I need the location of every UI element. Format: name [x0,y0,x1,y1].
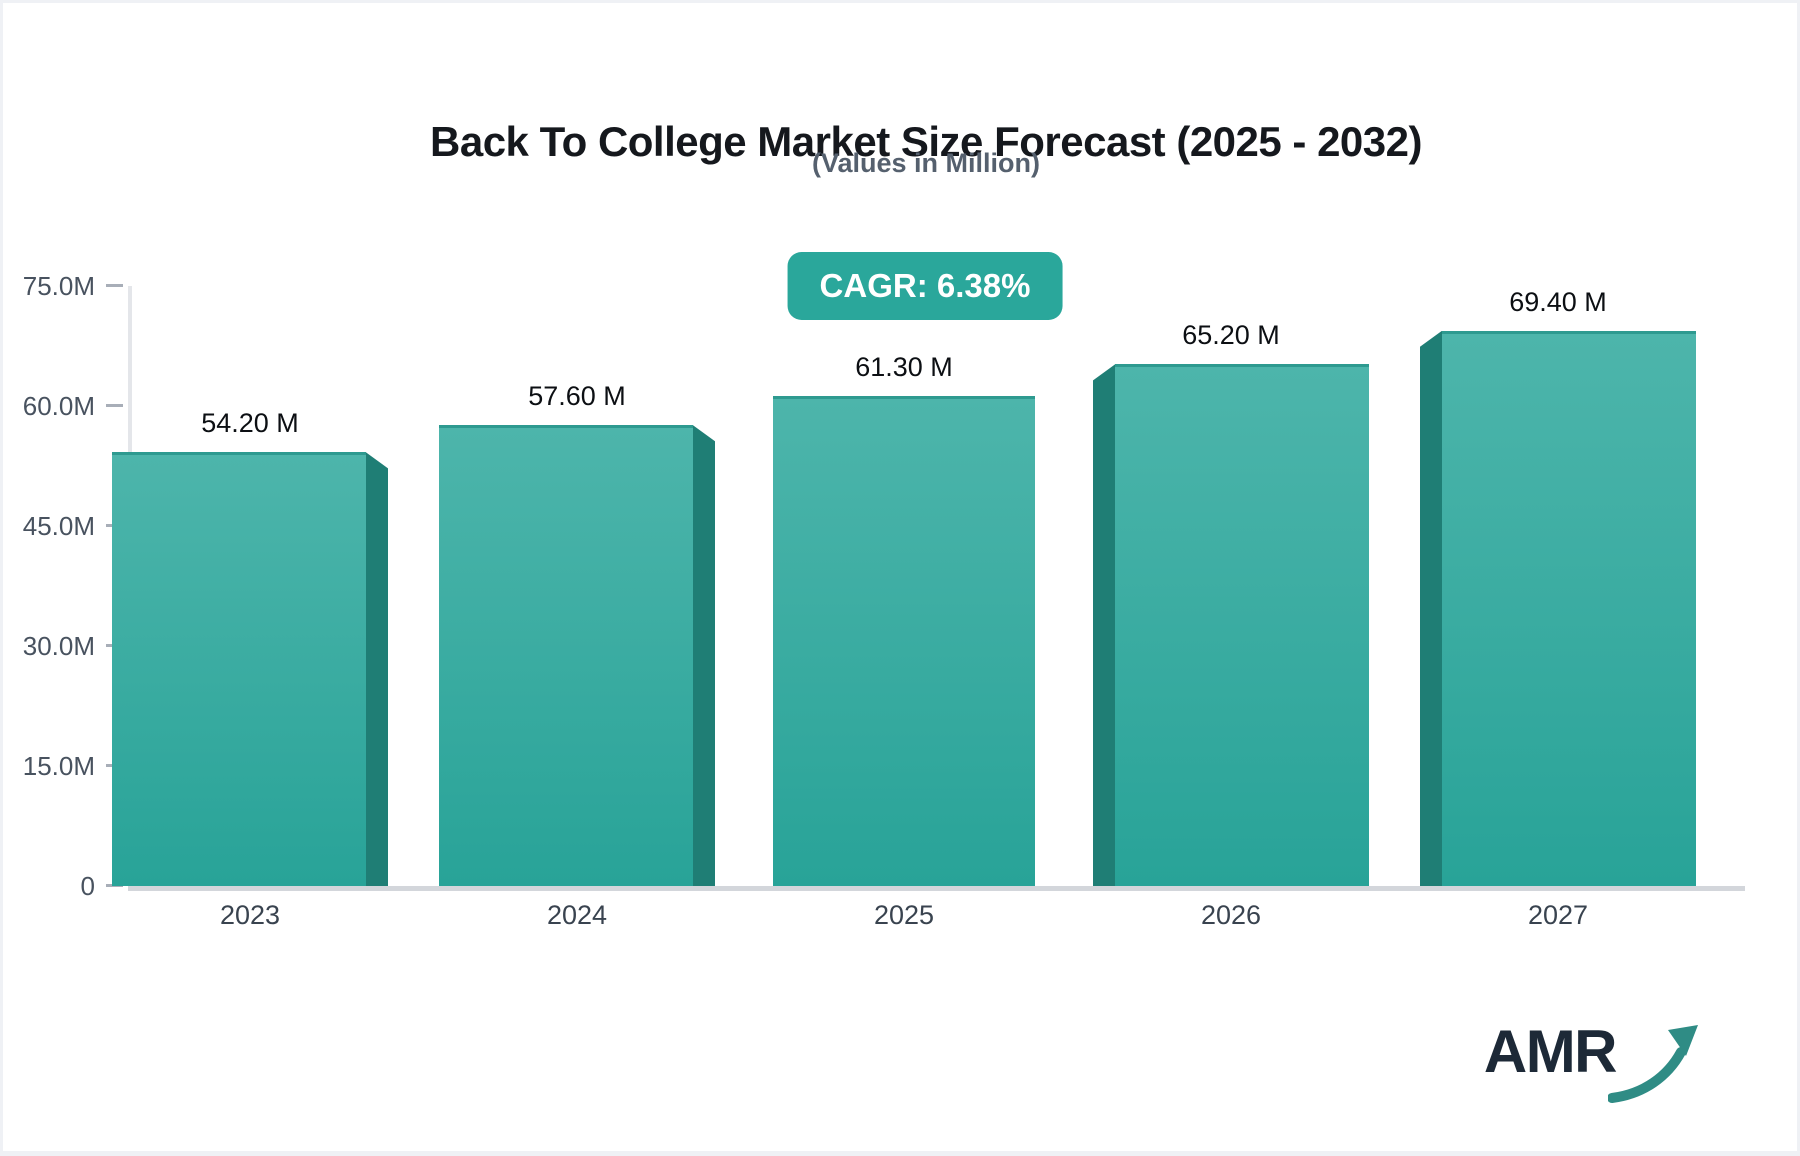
bar-side-shade [693,425,715,886]
y-axis-tick-label: 45.0M [22,511,95,541]
amr-logo: AMR [1484,1022,1700,1106]
x-axis-label: 2025 [873,900,935,930]
bar-2026[interactable] [1093,364,1369,886]
growth-arrow-icon [1608,1025,1698,1103]
y-axis-tick-label: 75.0M [22,271,95,301]
x-axis-line [128,886,1745,891]
bar-value-label: 69.40 M [1509,286,1607,317]
y-axis-tick-label: 60.0M [22,391,95,421]
bar-face [773,395,1035,886]
bar-2024[interactable] [439,425,715,886]
bar-2023[interactable] [112,452,388,886]
chart-subtitle: (Values in Million) [811,148,1041,178]
y-axis-tick-mark [106,404,123,407]
bar-side-shade [1420,330,1442,886]
y-axis-tick-mark [106,284,123,287]
chart-title: Back To College Market Size Forecast (20… [430,118,1422,166]
x-axis-label: 2026 [1200,900,1262,930]
bar-value-label: 61.30 M [855,351,953,382]
y-axis-tick-label: 0 [80,871,95,901]
bar-value-label: 65.20 M [1182,320,1280,351]
amr-logo-text: AMR [1483,1018,1618,1085]
bar-value-label: 57.60 M [528,381,626,412]
x-axis-label: 2024 [546,900,608,930]
bar-face [1115,364,1369,886]
bar-2027[interactable] [1420,330,1696,886]
y-axis-tick-label: 15.0M [22,751,95,781]
x-axis-label: 2027 [1527,900,1589,930]
bar-face [112,452,366,886]
bar-side-shade [366,452,388,886]
bar-face [439,425,693,886]
bar-2025[interactable] [773,395,1035,886]
x-axis-label: 2023 [219,900,281,930]
bar-value-label: 54.20 M [201,408,299,439]
cagr-badge: CAGR: 6.38% [787,252,1063,320]
bar-face [1442,330,1696,886]
bar-side-shade [1093,364,1115,886]
y-axis-tick-label: 30.0M [22,631,95,661]
